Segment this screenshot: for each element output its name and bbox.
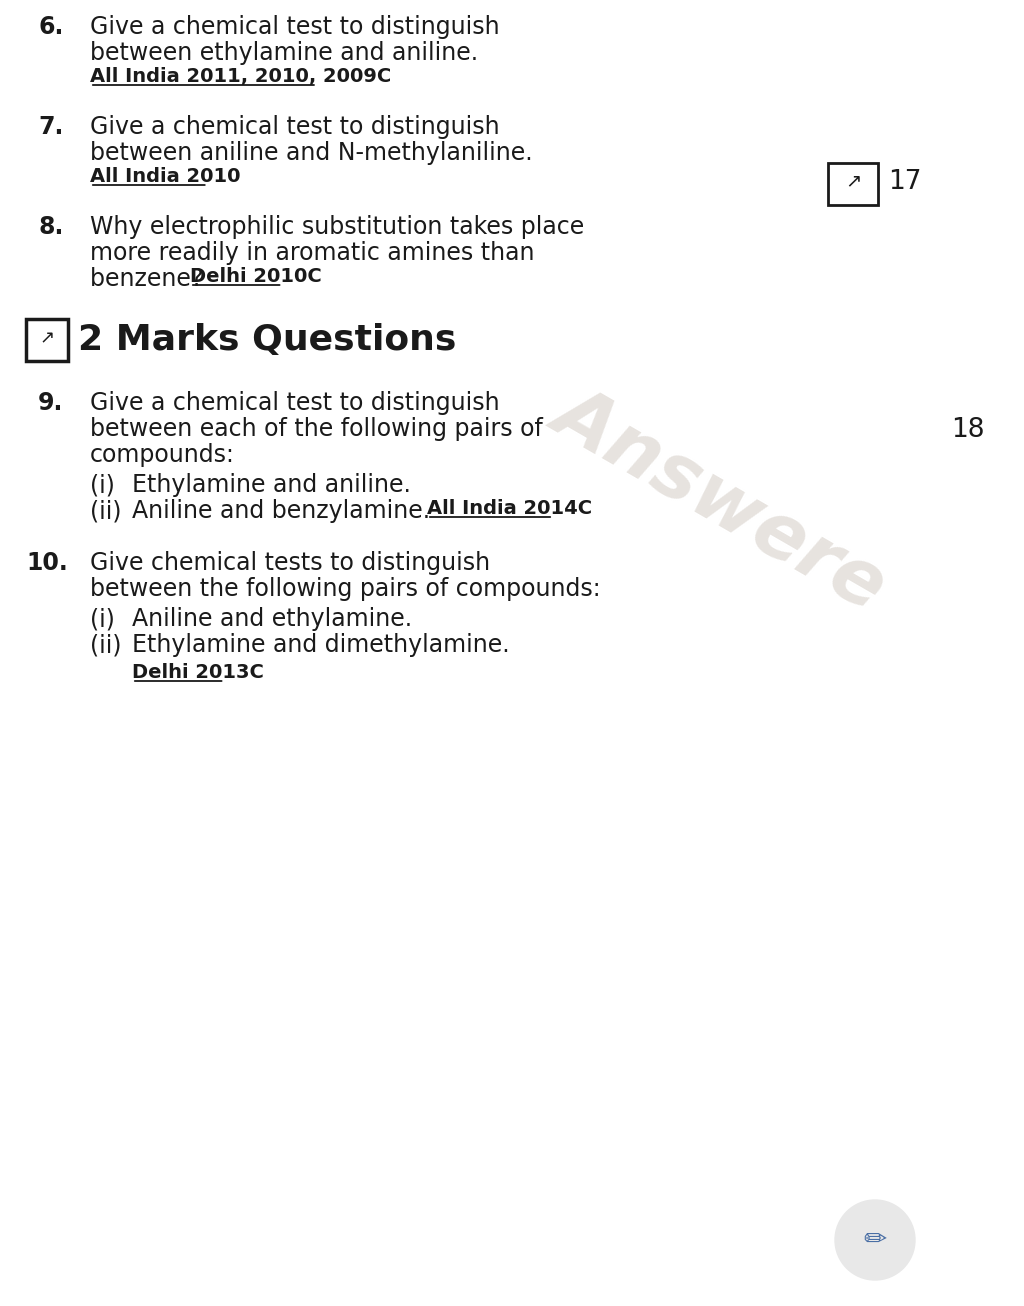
Text: Why electrophilic substitution takes place: Why electrophilic substitution takes pla… bbox=[90, 215, 585, 239]
Circle shape bbox=[835, 1200, 915, 1280]
Text: 8.: 8. bbox=[38, 215, 63, 239]
Text: between ethylamine and aniline.: between ethylamine and aniline. bbox=[90, 40, 478, 65]
Text: 7.: 7. bbox=[38, 115, 63, 138]
Text: ↗: ↗ bbox=[845, 171, 861, 189]
Text: more readily in aromatic amines than: more readily in aromatic amines than bbox=[90, 242, 535, 265]
Text: Ethylamine and aniline.: Ethylamine and aniline. bbox=[132, 473, 411, 498]
Text: between aniline and N-methylaniline.: between aniline and N-methylaniline. bbox=[90, 141, 532, 165]
Text: Give a chemical test to distinguish: Give a chemical test to distinguish bbox=[90, 115, 500, 138]
Text: (ii): (ii) bbox=[90, 633, 122, 657]
Text: ↗: ↗ bbox=[40, 329, 54, 347]
Text: 6.: 6. bbox=[38, 14, 63, 39]
Text: Answere: Answere bbox=[541, 375, 899, 624]
Text: between the following pairs of compounds:: between the following pairs of compounds… bbox=[90, 577, 601, 601]
Text: 18: 18 bbox=[951, 417, 985, 443]
Text: Give a chemical test to distinguish: Give a chemical test to distinguish bbox=[90, 14, 500, 39]
Text: Give a chemical test to distinguish: Give a chemical test to distinguish bbox=[90, 390, 500, 415]
Text: 9.: 9. bbox=[38, 390, 63, 415]
Text: compounds:: compounds: bbox=[90, 443, 234, 468]
Text: All India 2011, 2010, 2009C: All India 2011, 2010, 2009C bbox=[90, 67, 391, 86]
Text: Aniline and ethylamine.: Aniline and ethylamine. bbox=[132, 607, 412, 631]
Text: (ii): (ii) bbox=[90, 499, 122, 522]
Text: All India 2010: All India 2010 bbox=[90, 167, 241, 185]
Text: Ethylamine and dimethylamine.: Ethylamine and dimethylamine. bbox=[132, 633, 510, 657]
Text: 2 Marks Questions: 2 Marks Questions bbox=[78, 323, 457, 357]
Text: Delhi 2013C: Delhi 2013C bbox=[132, 663, 264, 682]
Text: ✏: ✏ bbox=[863, 1226, 887, 1254]
Text: (i): (i) bbox=[90, 473, 115, 498]
Text: between each of the following pairs of: between each of the following pairs of bbox=[90, 417, 543, 441]
Text: 17: 17 bbox=[888, 168, 922, 195]
Text: Give chemical tests to distinguish: Give chemical tests to distinguish bbox=[90, 551, 490, 575]
Text: benzene?: benzene? bbox=[90, 266, 211, 291]
Text: Delhi 2010C: Delhi 2010C bbox=[190, 266, 322, 286]
Text: (i): (i) bbox=[90, 607, 115, 631]
Text: All India 2014C: All India 2014C bbox=[427, 499, 592, 518]
Text: 10.: 10. bbox=[26, 551, 68, 575]
Text: Aniline and benzylamine.: Aniline and benzylamine. bbox=[132, 499, 437, 522]
